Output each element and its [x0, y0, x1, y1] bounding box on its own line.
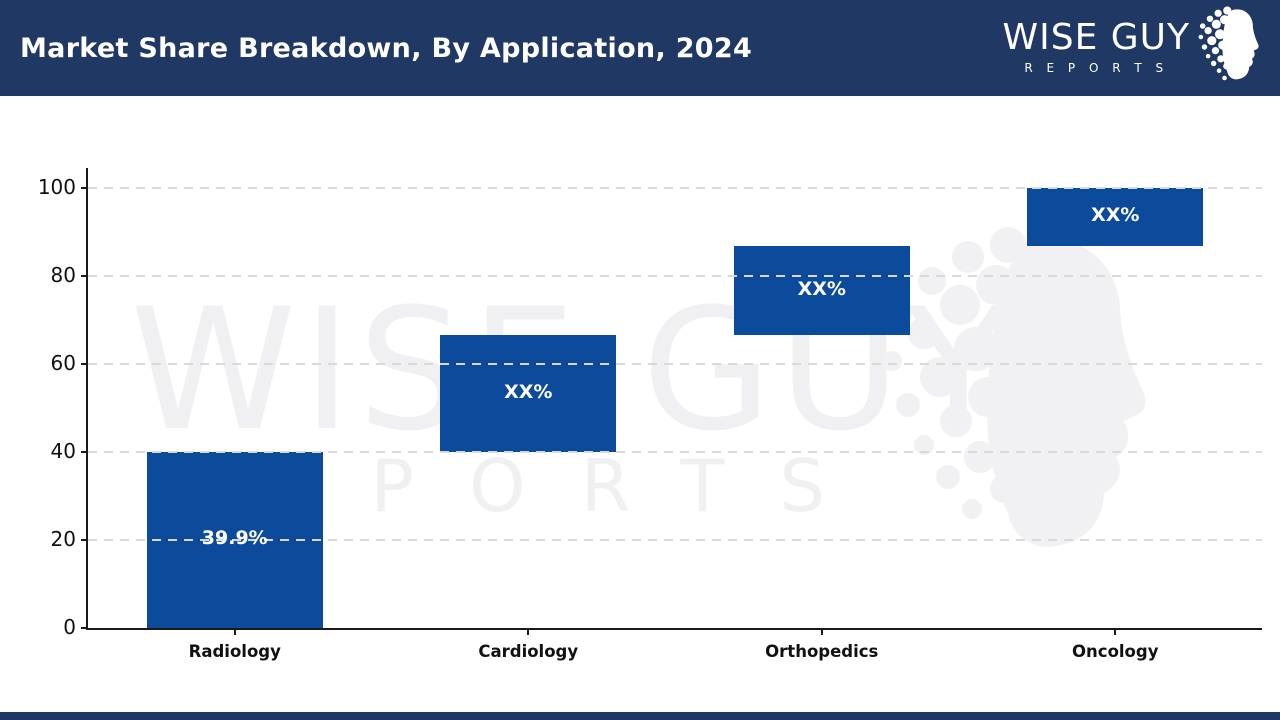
x-tick-mark [820, 628, 823, 635]
waterfall-bar-cardiology [440, 335, 617, 453]
waterfall-bar-orthopedics [733, 245, 910, 336]
wiseguy-logo-text: WISE GUY R E P O R T S [1003, 18, 1191, 76]
y-axis-line [86, 168, 88, 630]
y-gridline [88, 187, 1262, 189]
x-category-label: Oncology [1072, 642, 1159, 661]
bar-value-label: XX% [797, 277, 846, 300]
bar-value-label: 39.9% [201, 527, 268, 550]
x-category-label: Orthopedics [765, 642, 879, 661]
header-banner: Market Share Breakdown, By Application, … [0, 0, 1280, 96]
bar-value-label: XX% [504, 380, 553, 403]
y-tick-label: 0 [63, 615, 76, 639]
waterfall-bar-oncology [1027, 188, 1204, 246]
y-tick-label: 80 [50, 263, 76, 287]
y-tick-mark [81, 187, 88, 189]
x-category-label: Cardiology [478, 642, 579, 661]
logo-subtitle: R E P O R T S [1024, 61, 1169, 75]
x-tick-mark [527, 628, 530, 635]
y-tick-label: 100 [37, 175, 76, 199]
page-title: Market Share Breakdown, By Application, … [20, 32, 753, 64]
wiseguy-logo: WISE GUY R E P O R T S [1003, 6, 1269, 88]
y-tick-mark [81, 539, 88, 541]
y-tick-mark [81, 627, 88, 629]
y-tick-label: 60 [50, 351, 76, 375]
logo-wordmark: WISE GUY [1002, 17, 1190, 58]
y-tick-label: 20 [50, 527, 76, 551]
bar-value-label: XX% [1091, 203, 1140, 226]
y-tick-mark [81, 275, 88, 277]
x-tick-mark [1114, 628, 1117, 635]
y-tick-label: 40 [50, 439, 76, 463]
y-gridline [88, 451, 1262, 453]
chart-area: 0 20 40 60 80 100 39.9% Radiology XX% Cardiology X… [0, 96, 1280, 712]
y-tick-mark [81, 363, 88, 365]
x-tick-mark [233, 628, 236, 635]
watermark-head-icon [882, 227, 1146, 548]
y-gridline [88, 539, 1262, 541]
y-gridline [88, 363, 1262, 365]
footer-bar [0, 712, 1280, 720]
x-category-label: Radiology [188, 642, 281, 661]
head-profile-icon [1198, 6, 1259, 81]
y-gridline [88, 275, 1262, 277]
y-tick-mark [81, 451, 88, 453]
x-axis-line [86, 628, 1262, 630]
